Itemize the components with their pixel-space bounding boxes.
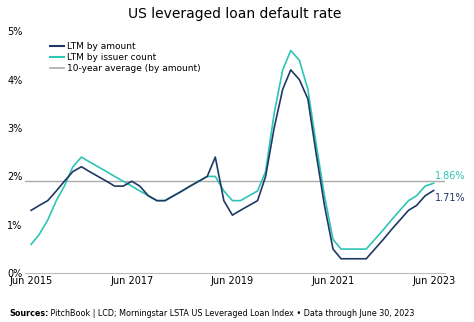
Text: 1.71%: 1.71% (435, 193, 466, 203)
Legend: LTM by amount, LTM by issuer count, 10-year average (by amount): LTM by amount, LTM by issuer count, 10-y… (46, 38, 204, 77)
Text: 1.86%: 1.86% (435, 171, 465, 181)
Text: Sources:: Sources: (9, 309, 49, 318)
Text: PitchBook | LCD; Morningstar LSTA US Leveraged Loan Index • Data through June 30: PitchBook | LCD; Morningstar LSTA US Lev… (48, 309, 415, 318)
Title: US leveraged loan default rate: US leveraged loan default rate (128, 7, 342, 21)
